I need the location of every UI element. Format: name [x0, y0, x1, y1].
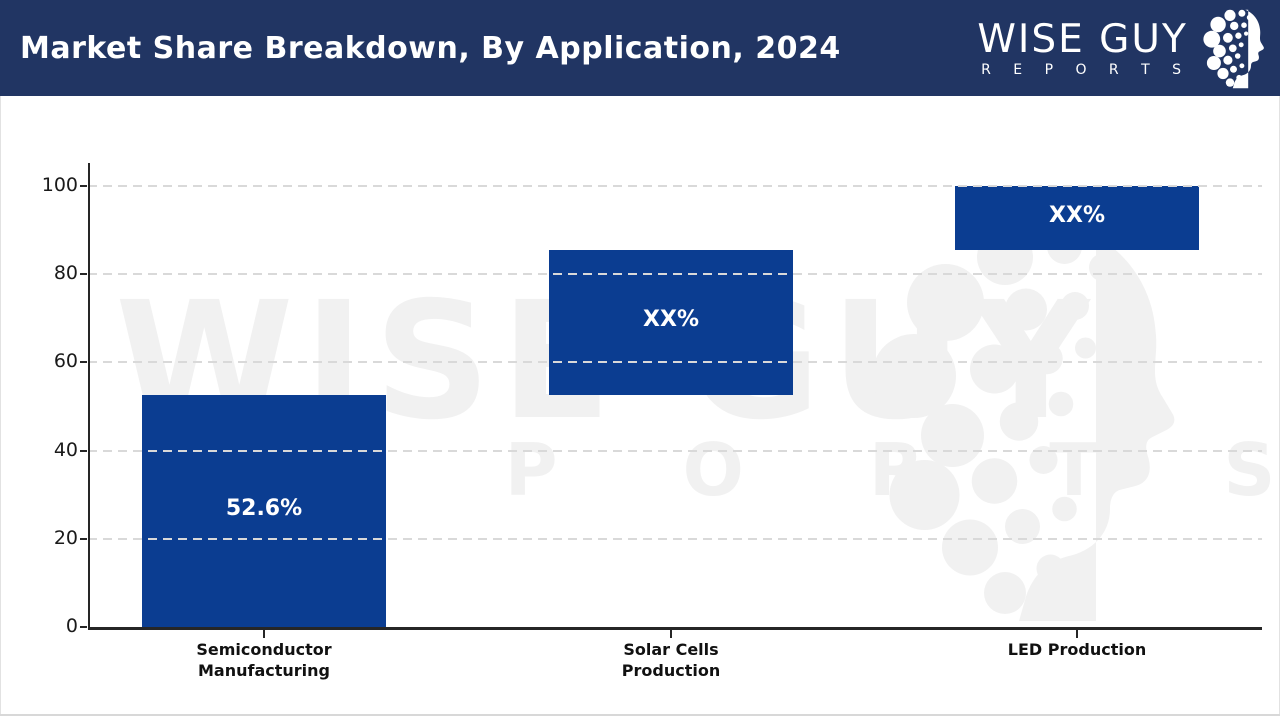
- bar-value-label-1: XX%: [643, 307, 699, 333]
- header-bar: Market Share Breakdown, By Application, …: [0, 0, 1280, 96]
- y-tick-mark-60: [80, 361, 87, 364]
- brand-head-icon: [1203, 9, 1264, 89]
- x-category-label-0: Semiconductor Manufacturing: [196, 640, 332, 680]
- y-tick-label-40: 40: [53, 438, 78, 461]
- y-tick-label-60: 60: [53, 350, 78, 373]
- bar-segment-0: [142, 395, 386, 627]
- x-axis-line: [88, 627, 1262, 630]
- x-category-label-1: Solar Cells Production: [621, 640, 721, 680]
- y-tick-label-100: 100: [41, 174, 78, 196]
- y-axis-line: [88, 163, 90, 630]
- brand-subname: R E P O R T S: [981, 61, 1190, 78]
- x-tick-mark-2: [1076, 630, 1078, 638]
- brand-logo: WISE GUY R E P O R T S: [975, 6, 1266, 92]
- y-tick-mark-100: [80, 185, 87, 187]
- brand-logo-text: WISE GUY R E P O R T S: [975, 17, 1190, 78]
- x-tick-mark-1: [670, 630, 672, 638]
- y-tick-mark-40: [80, 449, 87, 452]
- gridline-40: [88, 449, 1262, 452]
- y-tick-label-80: 80: [53, 262, 78, 285]
- gridline-20: [88, 537, 1262, 540]
- y-tick-mark-0: [80, 626, 87, 628]
- bar-segment-2: [955, 186, 1199, 250]
- brand-name: WISE GUY: [977, 17, 1188, 63]
- frame-bottom-border: [0, 714, 1280, 716]
- x-tick-mark-0: [263, 630, 265, 638]
- y-tick-label-0: 0: [65, 615, 78, 637]
- gridline-100: [88, 185, 1262, 187]
- frame-left-border: [0, 96, 1, 714]
- page-title: Market Share Breakdown, By Application, …: [20, 30, 841, 66]
- y-tick-mark-80: [80, 273, 87, 276]
- gridline-80: [88, 273, 1262, 276]
- x-category-label-2: LED Production: [1007, 640, 1147, 659]
- gridline-60: [88, 361, 1262, 364]
- y-tick-mark-20: [80, 537, 87, 540]
- y-tick-label-20: 20: [53, 526, 78, 549]
- bar-value-label-2: XX%: [1049, 202, 1105, 228]
- bar-value-label-0: 52.6%: [225, 496, 303, 522]
- watermark-head-icon: [872, 229, 1175, 621]
